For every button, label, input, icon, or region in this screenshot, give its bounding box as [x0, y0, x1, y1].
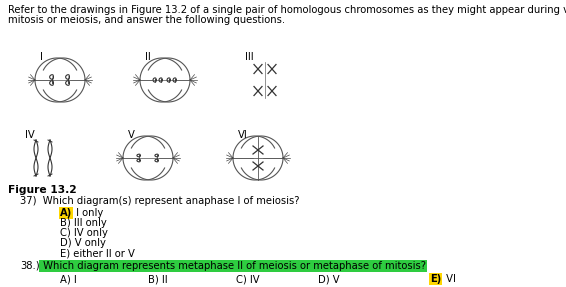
Text: B) III only: B) III only [60, 218, 107, 228]
Text: E): E) [430, 274, 441, 284]
Text: E) either II or V: E) either II or V [60, 248, 135, 258]
Text: III: III [245, 52, 254, 62]
Text: IV: IV [25, 130, 35, 140]
Text: mitosis or meiosis, and answer the following questions.: mitosis or meiosis, and answer the follo… [8, 15, 285, 25]
Text: B) II: B) II [148, 274, 168, 284]
Text: 37)  Which diagram(s) represent anaphase I of meiosis?: 37) Which diagram(s) represent anaphase … [20, 196, 299, 206]
Text: VI: VI [443, 274, 456, 284]
Text: I: I [40, 52, 43, 62]
Text: II: II [145, 52, 151, 62]
Text: D) V: D) V [318, 274, 340, 284]
Text: Figure 13.2: Figure 13.2 [8, 185, 76, 195]
Text: Which diagram represents metaphase II of meiosis or metaphase of mitosis?: Which diagram represents metaphase II of… [40, 261, 426, 271]
Text: A) I: A) I [60, 274, 77, 284]
Text: Refer to the drawings in Figure 13.2 of a single pair of homologous chromosomes : Refer to the drawings in Figure 13.2 of … [8, 5, 566, 15]
Text: C) IV: C) IV [236, 274, 260, 284]
Text: I only: I only [73, 208, 103, 218]
Text: 38.): 38.) [20, 261, 40, 271]
Text: V: V [128, 130, 135, 140]
Text: A): A) [60, 208, 72, 218]
Text: D) V only: D) V only [60, 238, 106, 248]
Text: C) IV only: C) IV only [60, 228, 108, 238]
Text: VI: VI [238, 130, 248, 140]
